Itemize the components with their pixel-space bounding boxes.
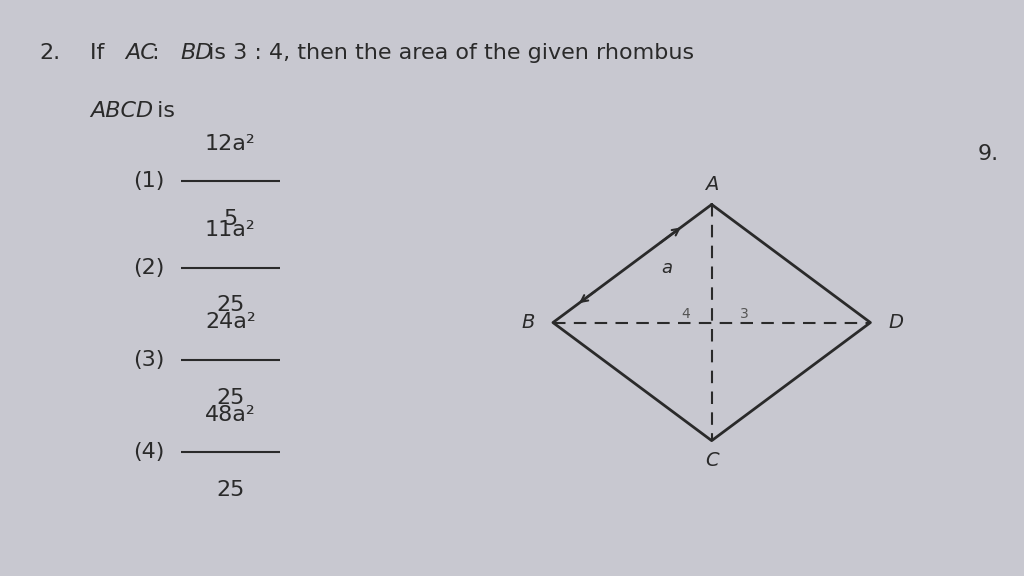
Text: a: a [662,259,673,277]
Text: (3): (3) [133,350,165,370]
Text: BD: BD [181,43,213,63]
Text: 5: 5 [223,209,238,229]
Text: 24a²: 24a² [205,312,256,332]
Text: 2.: 2. [39,43,60,63]
Text: (1): (1) [133,172,165,191]
Text: 25: 25 [216,295,245,316]
Text: D: D [889,313,904,332]
Text: 11a²: 11a² [205,220,256,240]
Text: C: C [705,451,719,470]
Text: is 3 : 4, then the area of the given rhombus: is 3 : 4, then the area of the given rho… [201,43,694,63]
Text: is: is [150,101,174,121]
Text: 48a²: 48a² [205,404,256,425]
Text: 25: 25 [216,480,245,500]
Text: 9.: 9. [977,144,998,164]
Text: 4: 4 [682,307,690,321]
Text: :: : [145,43,167,63]
Text: 3: 3 [740,307,749,321]
Text: B: B [521,313,535,332]
Text: (2): (2) [133,258,165,278]
Text: 25: 25 [216,388,245,408]
Text: ABCD: ABCD [90,101,154,121]
Text: (4): (4) [133,442,165,462]
Text: If: If [90,43,112,63]
Text: AC: AC [125,43,157,63]
Text: A: A [705,175,719,194]
Text: 12a²: 12a² [205,134,256,154]
